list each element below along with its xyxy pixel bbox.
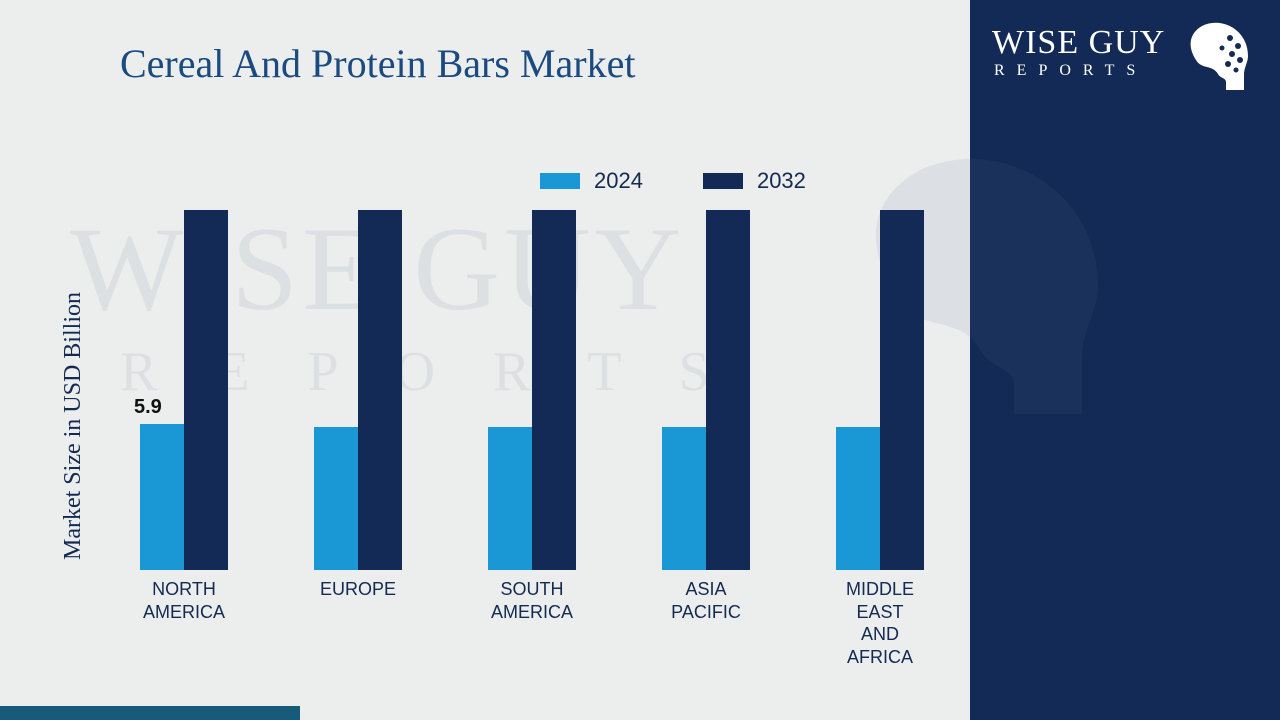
brand-logo: WISE GUY REPORTS bbox=[992, 24, 1252, 94]
bar-2032 bbox=[706, 210, 750, 570]
legend-swatch-2032 bbox=[703, 173, 743, 189]
bar-2024 bbox=[488, 427, 532, 570]
bar-value-label: 5.9 bbox=[134, 396, 162, 419]
legend-label-2032: 2032 bbox=[757, 168, 806, 194]
y-axis-label: Market Size in USD Billion bbox=[60, 292, 87, 560]
bar-2032 bbox=[880, 210, 924, 570]
legend-label-2024: 2024 bbox=[594, 168, 643, 194]
bar-group bbox=[314, 210, 402, 570]
bar-group bbox=[488, 210, 576, 570]
plot-area: 5.9 bbox=[110, 200, 970, 570]
bar-2024 bbox=[662, 427, 706, 570]
bar-2024 bbox=[836, 427, 880, 570]
x-axis-label: ASIA PACIFIC bbox=[641, 578, 771, 623]
stage: WISE GUY REPORTS WISE GUY R E P O R T S … bbox=[0, 0, 1280, 720]
x-axis-label: EUROPE bbox=[293, 578, 423, 601]
legend: 2024 2032 bbox=[540, 168, 806, 194]
x-axis-label: SOUTH AMERICA bbox=[467, 578, 597, 623]
bar-group: 5.9 bbox=[140, 210, 228, 570]
bar-2024 bbox=[314, 427, 358, 570]
legend-swatch-2024 bbox=[540, 173, 580, 189]
chart-title: Cereal And Protein Bars Market bbox=[120, 40, 635, 87]
bar-group bbox=[662, 210, 750, 570]
brand-line2: REPORTS bbox=[994, 62, 1147, 80]
bar-group bbox=[836, 210, 924, 570]
x-axis-label: MIDDLE EAST AND AFRICA bbox=[815, 578, 945, 668]
bar-2032 bbox=[358, 210, 402, 570]
bar-2024: 5.9 bbox=[140, 424, 184, 570]
bar-2032 bbox=[184, 210, 228, 570]
x-axis-label: NORTH AMERICA bbox=[119, 578, 249, 623]
bar-2032 bbox=[532, 210, 576, 570]
footer-accent-bar bbox=[0, 706, 300, 720]
brand-head-icon bbox=[1182, 20, 1252, 98]
legend-item-2032: 2032 bbox=[703, 168, 806, 194]
legend-item-2024: 2024 bbox=[540, 168, 643, 194]
